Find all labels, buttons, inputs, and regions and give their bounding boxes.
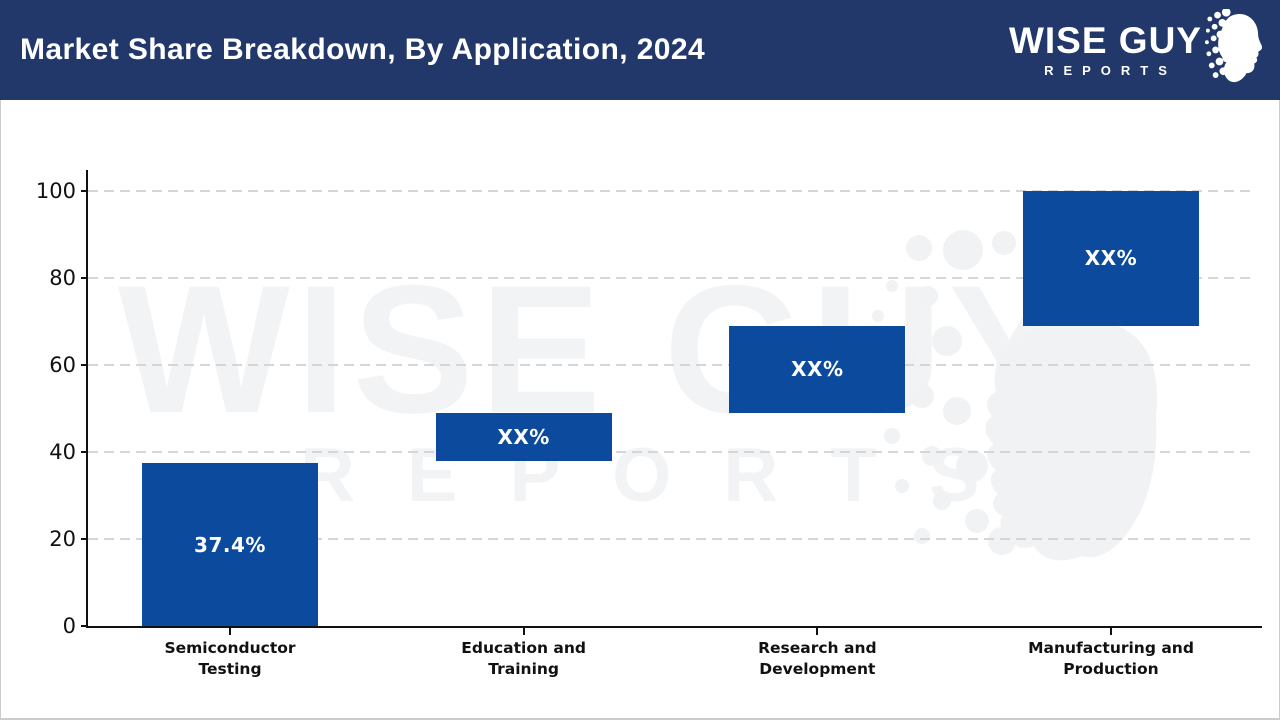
watermark-subtext: REPORTS <box>300 433 1032 518</box>
brand-name: WISE GUY <box>1008 20 1202 61</box>
bar: 37.4% <box>142 463 318 626</box>
y-tick-label: 100 <box>35 179 76 203</box>
gridline <box>88 190 1256 192</box>
bar-value-label: XX% <box>791 357 844 382</box>
category-label: Manufacturing and Production <box>1028 639 1194 678</box>
bar-value-label: XX% <box>497 424 550 449</box>
category-label: Research and Development <box>758 639 877 678</box>
header-bar: Market Share Breakdown, By Application, … <box>0 0 1280 100</box>
y-axis-line <box>86 170 88 628</box>
x-axis-line <box>86 626 1262 628</box>
brand-logo-text: WISE GUY REPORTS <box>1008 20 1202 79</box>
page-title: Market Share Breakdown, By Application, … <box>20 33 706 66</box>
bar: XX% <box>1023 191 1199 326</box>
y-tick-label: 40 <box>49 440 76 464</box>
category-label: Semiconductor Testing <box>164 639 296 678</box>
y-tick <box>81 538 88 540</box>
bar: XX% <box>435 412 612 461</box>
x-tick <box>522 628 525 635</box>
y-tick <box>81 364 88 366</box>
y-tick-label: 80 <box>49 266 76 290</box>
y-tick-label: 60 <box>49 353 76 377</box>
y-tick-label: 0 <box>62 614 76 638</box>
x-tick <box>1110 628 1112 635</box>
bar-value-label: XX% <box>1084 246 1138 271</box>
brand-subname: REPORTS <box>1044 63 1177 78</box>
y-tick-label: 20 <box>49 527 76 551</box>
gridline <box>88 451 1256 453</box>
gridline <box>88 538 1256 540</box>
y-tick <box>81 190 88 192</box>
x-tick <box>816 628 819 635</box>
y-tick <box>81 277 88 279</box>
y-tick <box>81 625 88 627</box>
gridline <box>88 364 1256 366</box>
category-label: Education and Training <box>461 639 587 678</box>
wiseguy-head-icon <box>1204 7 1262 91</box>
bar-value-label: 37.4% <box>194 532 266 557</box>
brand-logo: WISE GUY REPORTS <box>1008 7 1262 91</box>
x-tick <box>229 628 231 635</box>
y-tick <box>81 451 88 453</box>
gridline <box>88 277 1256 279</box>
bar: XX% <box>729 325 906 413</box>
